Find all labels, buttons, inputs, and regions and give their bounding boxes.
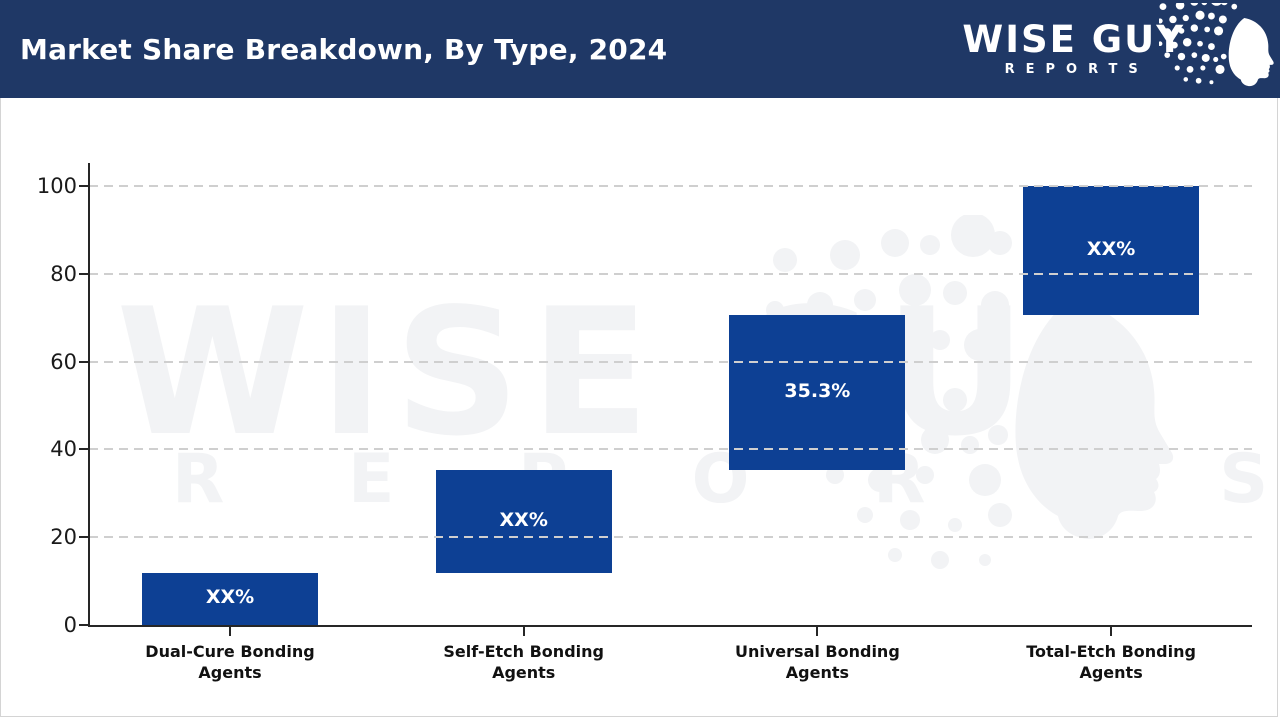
bar-value-label: XX% <box>499 508 548 531</box>
y-tick-label-40: 40 <box>50 437 77 462</box>
bar-segment <box>142 573 318 625</box>
y-tick-mark-20 <box>79 536 88 539</box>
bar-value-label: 35.3% <box>784 379 851 402</box>
y-tick-label-60: 60 <box>50 349 77 374</box>
x-category-label: Universal Bonding Agents <box>735 642 900 683</box>
brand-name: WISE GUY <box>962 18 1185 62</box>
y-axis-spine <box>88 163 90 627</box>
header-band: Market Share Breakdown, By Type, 2024 WI… <box>0 0 1280 98</box>
canvas-border <box>0 98 1278 717</box>
dotted-head-icon <box>1159 3 1274 87</box>
y-tick-mark-40 <box>79 448 88 451</box>
y-tick-label-20: 20 <box>50 525 77 550</box>
y-tick-mark-80 <box>79 272 88 275</box>
page-title: Market Share Breakdown, By Type, 2024 <box>20 32 668 66</box>
x-category-label: Self-Etch Bonding Agents <box>443 642 604 683</box>
bar-segment <box>435 470 612 574</box>
x-axis-spine <box>88 625 1252 627</box>
x-tick-mark <box>522 627 525 636</box>
bar-value-label: XX% <box>205 586 255 609</box>
x-category-label: Total-Etch Bonding Agents <box>1026 642 1196 683</box>
gridline-20 <box>89 536 1252 539</box>
gridline-40 <box>89 448 1252 451</box>
brand-subname: REPORTS <box>1004 61 1149 77</box>
y-tick-label-0: 0 <box>63 613 77 637</box>
bar-segment <box>729 315 906 471</box>
gridline-100 <box>89 185 1252 187</box>
x-tick-mark <box>229 627 231 636</box>
y-tick-label-80: 80 <box>50 261 77 286</box>
gridline-60 <box>89 360 1252 363</box>
y-tick-label-100: 100 <box>36 174 77 198</box>
y-tick-mark-0 <box>79 624 88 626</box>
y-tick-mark-60 <box>79 360 88 363</box>
gridline-80 <box>89 272 1252 275</box>
x-tick-mark <box>1110 627 1113 636</box>
brand-wordmark: WISE GUY REPORTS <box>962 18 1185 77</box>
y-tick-mark-100 <box>79 185 88 187</box>
bar-segment <box>1023 186 1200 316</box>
x-category-label: Dual-Cure Bonding Agents <box>145 642 315 683</box>
x-tick-mark <box>816 627 819 636</box>
bar-value-label: XX% <box>1086 237 1136 260</box>
brand-logo: WISE GUY REPORTS <box>962 3 1274 95</box>
